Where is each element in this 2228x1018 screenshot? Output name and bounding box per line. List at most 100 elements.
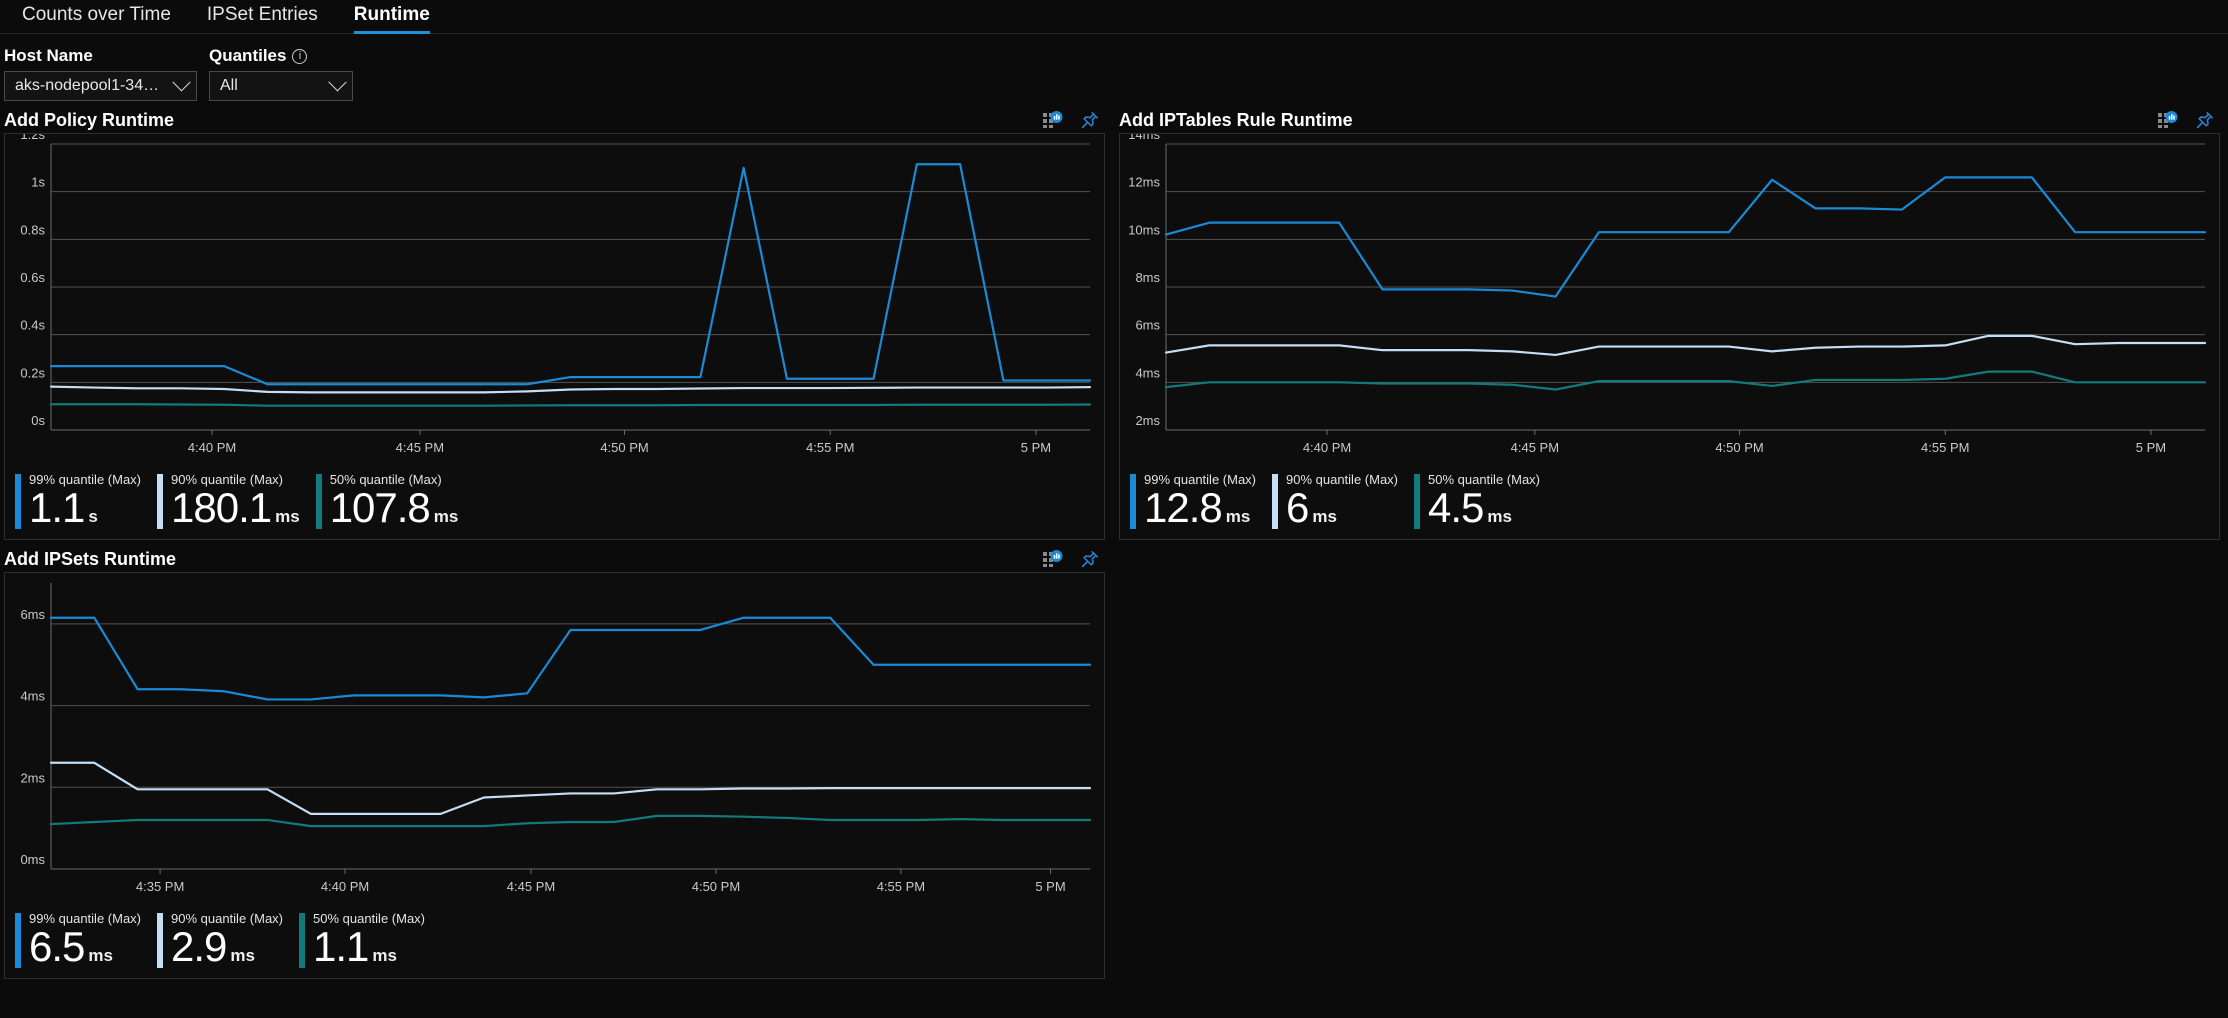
y-axis-tick-label: 0.2s	[20, 365, 45, 380]
x-axis-tick-label: 4:40 PM	[321, 879, 369, 894]
panel-title: Add Policy Runtime	[4, 109, 175, 130]
legend-series-name: 99% quantile (Max)	[1144, 472, 1256, 487]
x-axis-tick-label: 5 PM	[1035, 879, 1065, 894]
legend-unit: ms	[275, 507, 300, 526]
legend-item[interactable]: 99% quantile (Max) 1.1 s	[15, 472, 157, 529]
legend-value: 1.1	[313, 923, 369, 970]
open-chart-icon[interactable]	[1043, 550, 1063, 568]
legend-value: 2.9	[171, 923, 227, 970]
panel-actions	[2158, 111, 2220, 129]
series-line	[49, 616, 1092, 701]
y-axis-tick-label: 1.2s	[20, 134, 45, 142]
panel-title: Add IPSets Runtime	[4, 548, 177, 569]
y-axis-tick-label: 14ms	[1128, 134, 1160, 142]
legend-item[interactable]: 99% quantile (Max) 6.5 ms	[15, 911, 157, 968]
panel-actions	[1043, 111, 1105, 129]
x-axis-tick-label: 4:40 PM	[188, 440, 236, 455]
series-line	[1164, 176, 2207, 298]
x-axis-tick-label: 4:55 PM	[877, 879, 925, 894]
quantiles-dropdown[interactable]: All	[209, 71, 353, 101]
legend-value: 1.1	[29, 484, 85, 531]
legend-item[interactable]: 50% quantile (Max) 4.5 ms	[1414, 472, 1556, 529]
panel-actions	[1043, 550, 1105, 568]
y-axis-tick-label: 0.6s	[20, 270, 45, 285]
chevron-down-icon	[172, 72, 191, 91]
host-name-value: aks-nodepool1-34099109...	[15, 77, 167, 94]
host-name-dropdown[interactable]: aks-nodepool1-34099109...	[4, 71, 197, 101]
legend-item[interactable]: 50% quantile (Max) 107.8 ms	[315, 472, 475, 531]
info-icon[interactable]: i	[292, 48, 308, 64]
tab-runtime[interactable]: Runtime	[336, 0, 448, 36]
y-axis-tick-label: 4ms	[20, 689, 45, 704]
legend-item[interactable]: 99% quantile (Max) 12.8 ms	[1130, 472, 1272, 529]
y-axis-tick-label: 10ms	[1128, 222, 1160, 237]
y-axis-tick-label: 0.8s	[20, 222, 45, 237]
series-line	[49, 814, 1092, 828]
tab-counts-over-time[interactable]: Counts over Time	[4, 0, 189, 36]
tab-ipset-entries[interactable]: IPSet Entries	[189, 0, 336, 36]
tab-label: Counts over Time	[22, 4, 171, 25]
pin-icon[interactable]	[1081, 550, 1099, 568]
legend-item[interactable]: 90% quantile (Max) 6 ms	[1272, 472, 1414, 529]
chart-container: 0ms 2ms 4ms 6ms 4:35 PM 4:40 PM 4:45 PM 4:50 PM…	[4, 572, 1105, 979]
legend-item[interactable]: 50% quantile (Max) 1.1 ms	[299, 911, 441, 968]
panel-add-ipsets-runtime: Add IPSets Runtime	[0, 540, 1113, 979]
series-line	[49, 385, 1092, 394]
legend-value: 4.5	[1428, 484, 1484, 531]
y-axis-tick-label: 2ms	[20, 770, 45, 785]
legend-item[interactable]: 90% quantile (Max) 2.9 ms	[157, 911, 299, 968]
legend-series-name: 50% quantile (Max)	[329, 472, 442, 487]
legend-unit: ms	[433, 507, 459, 526]
legend-value: 6.5	[29, 923, 85, 970]
filter-bar: Host Name aks-nodepool1-34099109... Quan…	[0, 34, 2228, 101]
legend-color-swatch	[1130, 474, 1136, 529]
x-axis-tick-label: 4:55 PM	[806, 440, 854, 455]
plot-area[interactable]: 0s 0.2s 0.4s 0.6s 0.8s 1s 1.2s 4:40 PM 4:45 PM 4:…	[5, 134, 1104, 464]
legend-unit: ms	[88, 946, 113, 965]
legend-color-swatch	[299, 913, 305, 968]
legend-series-name: 99% quantile (Max)	[29, 472, 141, 487]
legend-series-name: 50% quantile (Max)	[1428, 472, 1540, 487]
plot-area[interactable]: 0ms 2ms 4ms 6ms 4:35 PM 4:40 PM 4:45 PM 4:50 PM…	[5, 573, 1104, 903]
legend-item[interactable]: 90% quantile (Max) 180.1 ms	[157, 472, 316, 529]
x-axis-tick-label: 5 PM	[1021, 440, 1051, 455]
legend-series-name: 99% quantile (Max)	[29, 911, 141, 926]
x-axis-tick-label: 4:40 PM	[1303, 440, 1351, 455]
open-chart-icon[interactable]	[2158, 111, 2178, 129]
chart-svg: 2ms 4ms 6ms 8ms 10ms 12ms 14ms 4:40 PM 4:45 PM 4:…	[1128, 134, 2207, 455]
x-axis-tick-label: 4:35 PM	[136, 879, 184, 894]
open-chart-icon[interactable]	[1043, 111, 1063, 129]
chart-container: 2ms 4ms 6ms 8ms 10ms 12ms 14ms 4:40 PM 4:45 PM 4:…	[1119, 133, 2220, 540]
legend-value: 6	[1286, 484, 1309, 531]
chart-grid: Add Policy Runtime	[0, 101, 2228, 979]
panel-add-iptables-rule-runtime: Add IPTables Rule Runtime	[1115, 101, 2228, 540]
host-name-filter: Host Name aks-nodepool1-34099109...	[4, 46, 197, 101]
tab-label: Runtime	[353, 4, 430, 25]
legend-value: 180.1	[171, 484, 272, 531]
legend-series-name: 90% quantile (Max)	[1286, 472, 1398, 487]
legend-unit: s	[88, 507, 98, 526]
y-axis-tick-label: 8ms	[1135, 270, 1160, 285]
panel-add-policy-runtime: Add Policy Runtime	[0, 101, 1113, 540]
legend-color-swatch	[157, 474, 163, 529]
pin-icon[interactable]	[2196, 111, 2214, 129]
legend-color-swatch	[1272, 474, 1278, 529]
chart-svg: 0ms 2ms 4ms 6ms 4:35 PM 4:40 PM 4:45 PM 4:50 PM…	[20, 583, 1092, 894]
panel-header: Add Policy Runtime	[4, 101, 1105, 133]
y-axis-tick-label: 6ms	[1135, 318, 1160, 333]
legend: 99% quantile (Max) 12.8 ms 90% quantile …	[1120, 464, 2219, 539]
pin-icon[interactable]	[1081, 111, 1099, 129]
legend-unit: ms	[1225, 507, 1251, 526]
series-line	[49, 403, 1092, 407]
legend-unit: ms	[230, 946, 255, 965]
x-axis-tick-label: 4:50 PM	[1715, 440, 1763, 455]
x-axis-tick-label: 5 PM	[2136, 440, 2166, 455]
x-axis-tick-label: 4:50 PM	[692, 879, 740, 894]
legend-value: 107.8	[329, 484, 431, 531]
plot-area[interactable]: 2ms 4ms 6ms 8ms 10ms 12ms 14ms 4:40 PM 4:45 PM 4:…	[1120, 134, 2219, 464]
host-name-label: Host Name	[4, 46, 93, 65]
x-axis-tick-label: 4:45 PM	[1511, 440, 1559, 455]
legend-color-swatch	[15, 474, 21, 529]
quantiles-label: Quantiles i	[209, 46, 353, 66]
chart-svg: 0s 0.2s 0.4s 0.6s 0.8s 1s 1.2s 4:40 PM 4:45 PM 4:…	[20, 134, 1092, 455]
